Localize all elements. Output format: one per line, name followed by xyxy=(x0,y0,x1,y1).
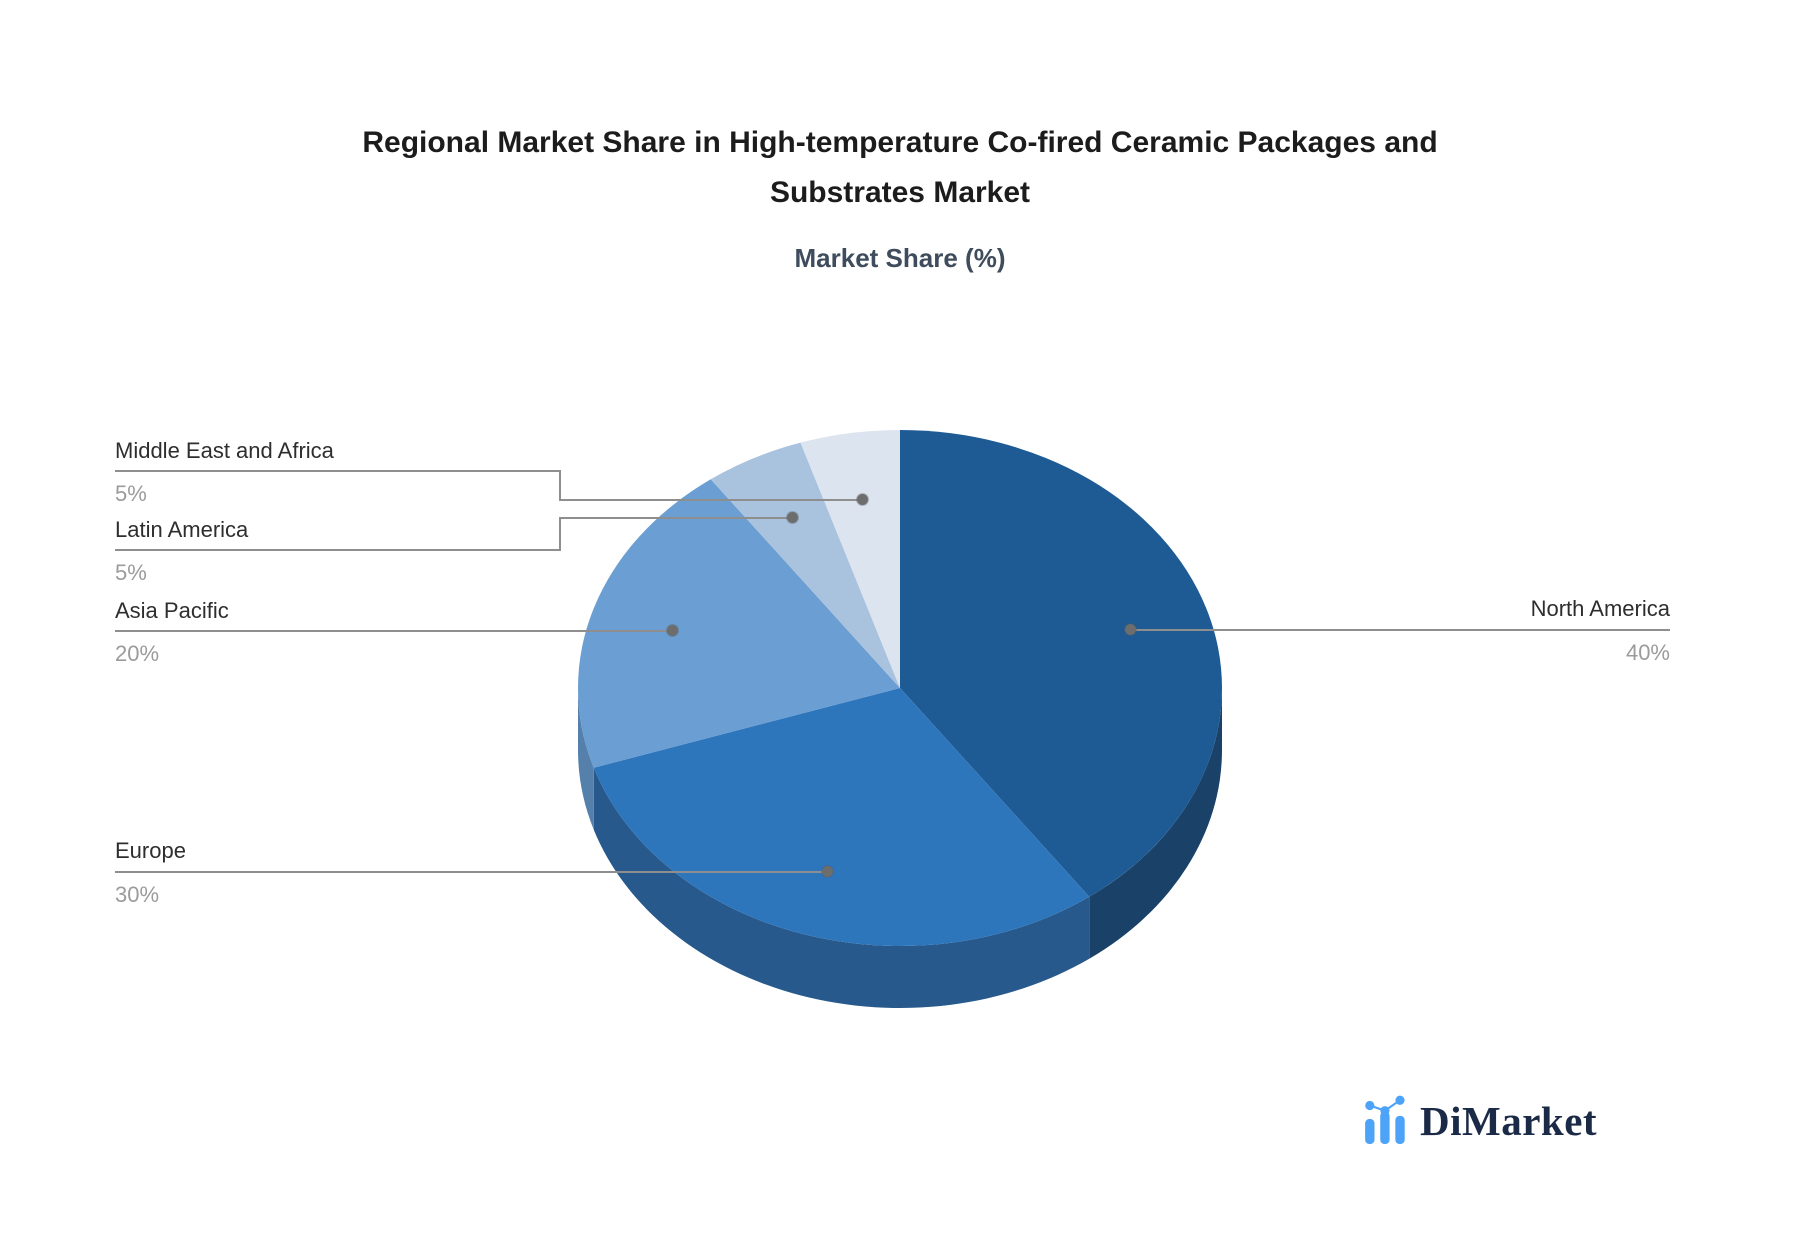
pie-side-europe xyxy=(593,767,1090,1008)
bar-line-chart-icon xyxy=(1364,1094,1410,1149)
leader-dot-north-america xyxy=(1125,624,1136,635)
pie-side-north-america xyxy=(1089,688,1222,959)
leader-dot-europe xyxy=(822,866,833,877)
pie-slice-middle-east-and-africa xyxy=(800,430,900,688)
label-north-america: North America xyxy=(1530,596,1670,621)
label-europe: Europe xyxy=(115,838,186,863)
value-latin-america: 5% xyxy=(115,560,147,585)
label-asia-pacific: Asia Pacific xyxy=(115,598,229,623)
leader-line-middle-east-and-africa xyxy=(559,470,561,501)
leader-line-asia-pacific xyxy=(115,630,668,632)
chart-subtitle: Market Share (%) xyxy=(794,243,1006,273)
value-asia-pacific: 20% xyxy=(115,641,160,666)
leader-dot-asia-pacific xyxy=(667,625,678,636)
pie-slice-asia-pacific xyxy=(578,479,900,768)
leader-line-latin-america xyxy=(115,549,561,551)
leader-line-latin-america xyxy=(559,518,561,551)
label-latin-america: Latin America xyxy=(115,517,249,542)
pie-slice-latin-america xyxy=(710,442,900,688)
leader-line-north-america xyxy=(1136,629,1670,631)
value-middle-east-and-africa: 5% xyxy=(115,481,147,506)
brand-name: DiMarket xyxy=(1420,1098,1598,1144)
value-north-america: 40% xyxy=(1625,640,1670,665)
value-europe: 30% xyxy=(115,882,160,907)
leader-line-middle-east-and-africa xyxy=(115,470,561,472)
chart-title: Regional Market Share in High-temperatur… xyxy=(0,118,1800,218)
dimarket-logo: DiMarket xyxy=(1364,1094,1597,1149)
pie-slice-north-america xyxy=(900,430,1222,897)
pie-side-asia-pacific xyxy=(578,688,594,830)
leader-dot-latin-america xyxy=(787,512,798,523)
leader-dot-middle-east-and-africa xyxy=(857,494,868,505)
leader-line-middle-east-and-africa xyxy=(559,499,858,501)
pie-slice-europe xyxy=(593,688,1090,946)
chart-title-line2: Substrates Market xyxy=(769,176,1031,209)
leader-line-europe xyxy=(115,871,823,873)
chart-title-line1: Regional Market Share in High-temperatur… xyxy=(362,126,1438,159)
label-middle-east-and-africa: Middle East and Africa xyxy=(115,438,334,463)
leader-line-latin-america xyxy=(559,517,788,519)
